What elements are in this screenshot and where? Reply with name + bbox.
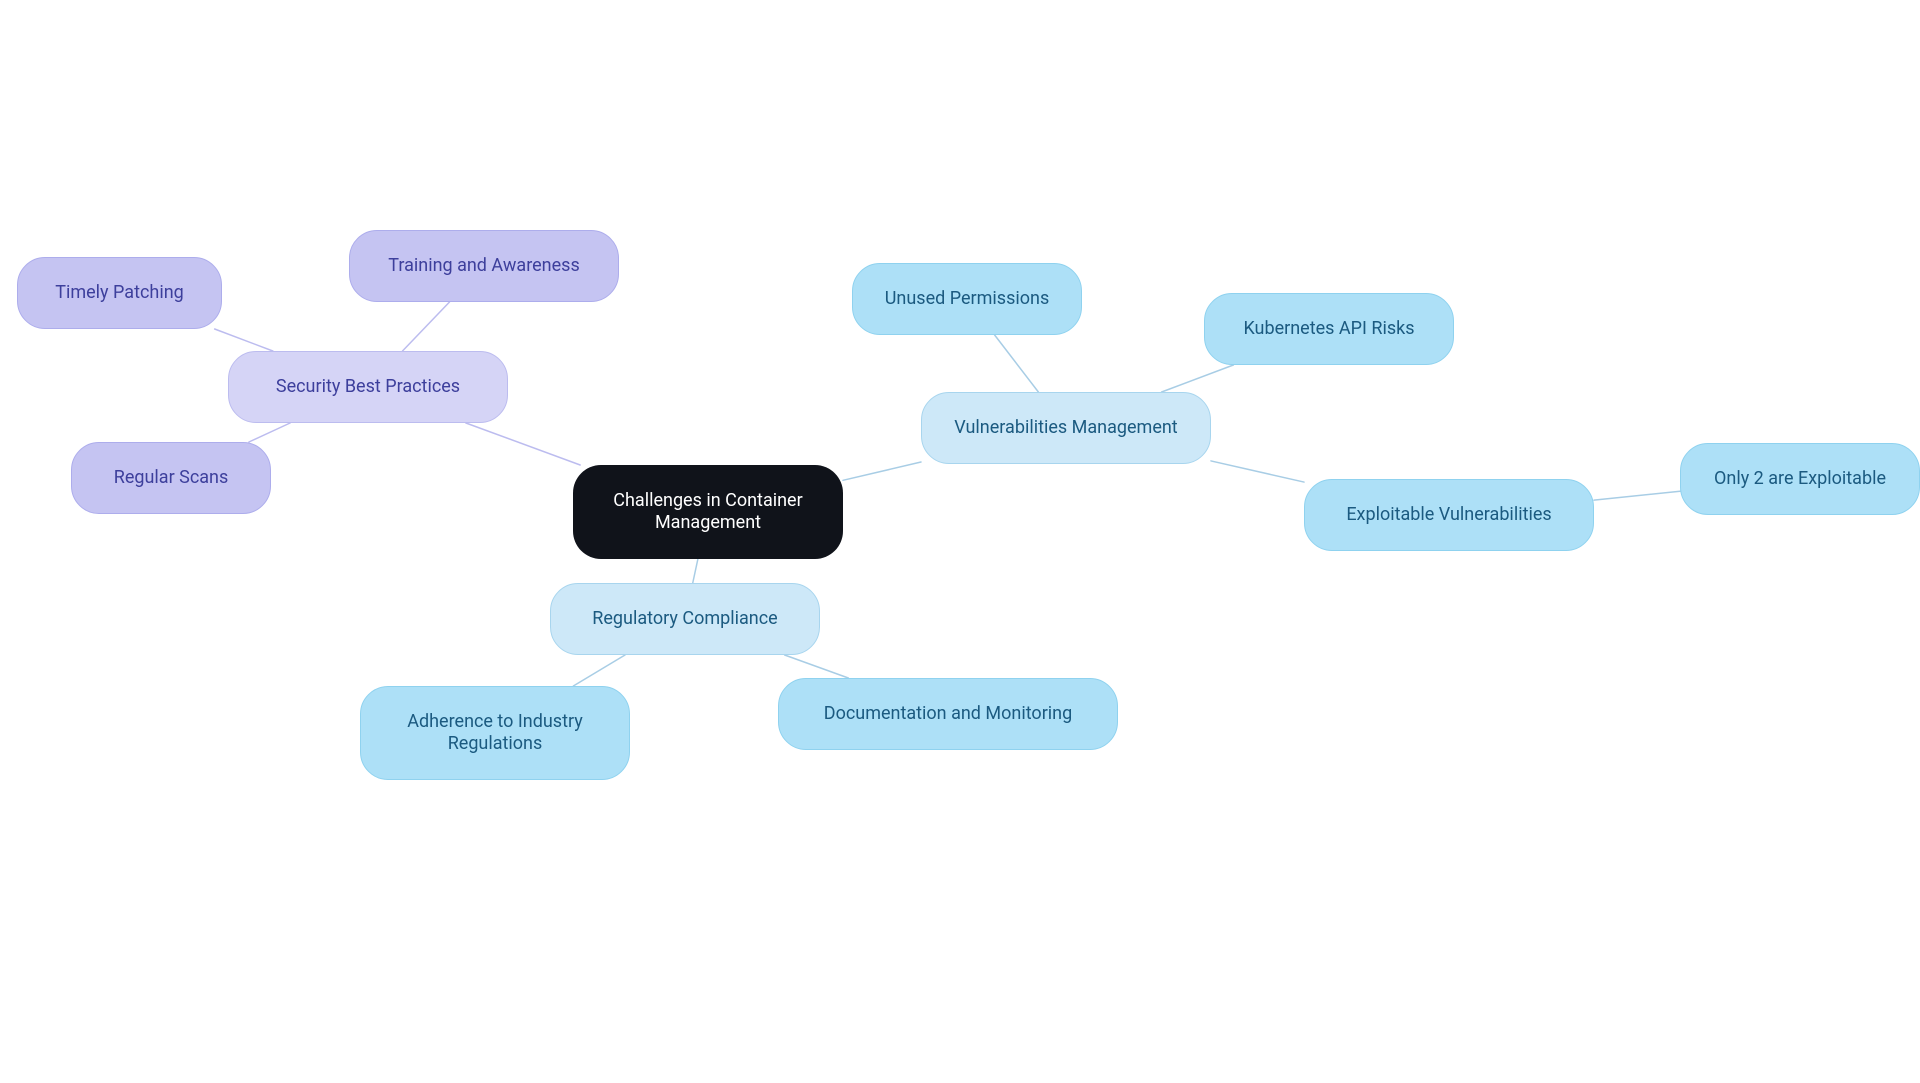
node-label: Kubernetes API Risks (1243, 318, 1414, 341)
node-label: Adherence to Industry Regulations (383, 711, 607, 756)
edges-layer (0, 0, 1920, 1083)
node-only-two: Only 2 are Exploitable (1680, 443, 1920, 515)
node-label: Security Best Practices (276, 376, 460, 399)
node-label: Regulatory Compliance (592, 608, 777, 631)
node-doc-monitoring: Documentation and Monitoring (778, 678, 1118, 750)
node-timely-patching: Timely Patching (17, 257, 222, 329)
node-industry-regs: Adherence to Industry Regulations (360, 686, 630, 780)
node-training-awareness: Training and Awareness (349, 230, 619, 302)
node-label: Only 2 are Exploitable (1714, 468, 1886, 491)
node-center: Challenges in Container Management (573, 465, 843, 559)
node-label: Regular Scans (114, 467, 229, 490)
node-regular-scans: Regular Scans (71, 442, 271, 514)
node-sec-best: Security Best Practices (228, 351, 508, 423)
node-exploitable-vulns: Exploitable Vulnerabilities (1304, 479, 1594, 551)
mindmap-canvas: Challenges in Container Management Vulne… (0, 0, 1920, 1083)
node-k8s-risks: Kubernetes API Risks (1204, 293, 1454, 365)
node-reg-compliance: Regulatory Compliance (550, 583, 820, 655)
node-label: Unused Permissions (885, 288, 1050, 311)
node-label: Timely Patching (55, 282, 184, 305)
node-vuln-mgmt: Vulnerabilities Management (921, 392, 1211, 464)
node-label: Exploitable Vulnerabilities (1346, 504, 1551, 527)
node-unused-perms: Unused Permissions (852, 263, 1082, 335)
node-label: Challenges in Container Management (595, 490, 821, 535)
node-label: Training and Awareness (388, 255, 580, 278)
node-label: Vulnerabilities Management (954, 417, 1177, 440)
node-label: Documentation and Monitoring (824, 703, 1072, 726)
